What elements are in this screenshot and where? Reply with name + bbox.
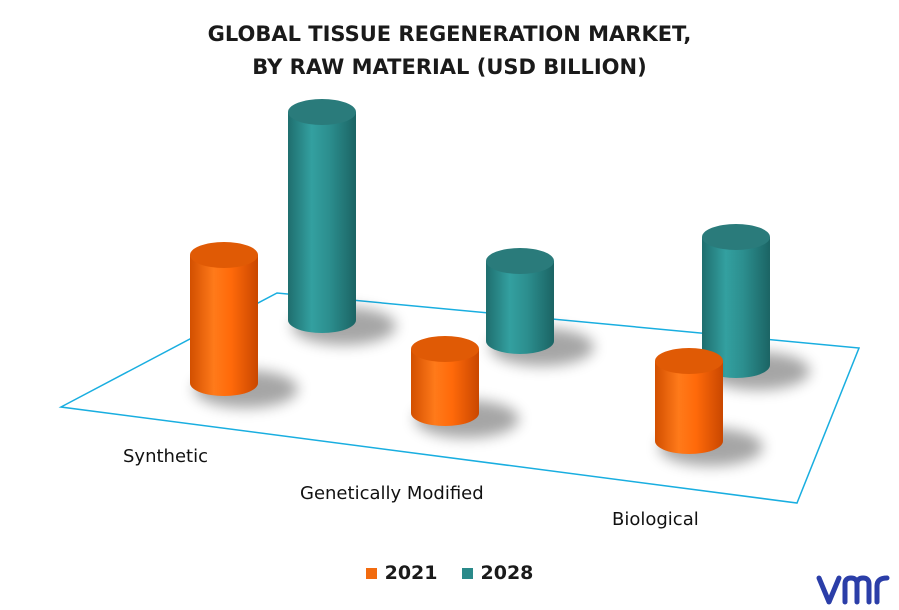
legend-swatch-2028 (461, 567, 473, 579)
bar-top (655, 348, 723, 374)
legend-item-2021: 2021 (365, 562, 438, 584)
bar-2028-2 (702, 224, 810, 390)
category-label-0: Synthetic (123, 446, 208, 467)
chart-legend: 2021 2028 (0, 562, 899, 584)
bar-body (486, 261, 554, 354)
legend-item-2028: 2028 (461, 562, 534, 584)
bar-body (190, 255, 258, 396)
chart-title: GLOBAL TISSUE REGENERATION MARKET, BY RA… (0, 18, 899, 84)
bar-2028-0 (288, 99, 396, 345)
bar-body (655, 361, 723, 454)
bar-2021-2 (655, 348, 763, 466)
bar-body (702, 237, 770, 378)
chart-title-line-2: BY RAW MATERIAL (USD BILLION) (252, 55, 647, 79)
bar-top (288, 99, 356, 125)
category-label-1: Genetically Modified (300, 483, 484, 504)
bar-top (486, 248, 554, 274)
bar-2021-0 (190, 242, 298, 408)
bar-body (411, 349, 479, 426)
chart-plot-area: Synthetic Genetically Modified Biological (58, 99, 861, 530)
bar-top (411, 336, 479, 362)
legend-label-2028: 2028 (480, 562, 534, 584)
legend-swatch-2021 (365, 567, 377, 579)
chart-title-line-1: GLOBAL TISSUE REGENERATION MARKET, (207, 22, 692, 46)
vmr-logo (816, 575, 890, 605)
bar-top (190, 242, 258, 268)
legend-label-2021: 2021 (384, 562, 438, 584)
bars-layer (190, 99, 810, 466)
bar-2028-1 (486, 248, 594, 366)
category-labels: Synthetic Genetically Modified Biological (123, 446, 699, 530)
category-label-2: Biological (612, 509, 699, 530)
bar-body (288, 112, 356, 333)
bar-2021-1 (411, 336, 519, 438)
bar-top (702, 224, 770, 250)
